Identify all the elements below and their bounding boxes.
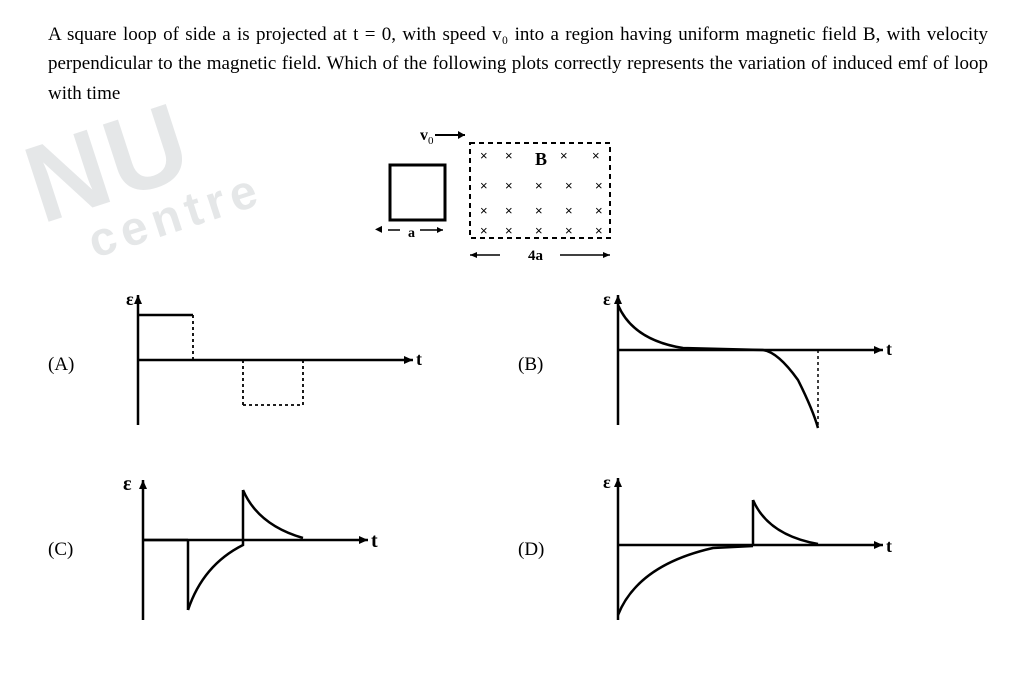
svg-text:t: t — [886, 536, 892, 556]
svg-text:a: a — [408, 226, 415, 241]
question-text: A square loop of side a is projected at … — [48, 20, 988, 108]
svg-text:×: × — [505, 203, 513, 218]
svg-text:×: × — [535, 203, 543, 218]
svg-text:×: × — [565, 223, 573, 238]
plot-b: ε t — [563, 290, 903, 440]
svg-text:×: × — [565, 203, 573, 218]
svg-text:×: × — [480, 203, 488, 218]
svg-text:B: B — [535, 149, 547, 169]
svg-text:t: t — [886, 339, 892, 359]
svg-text:ε: ε — [603, 290, 611, 309]
svg-text:0: 0 — [428, 135, 434, 147]
svg-text:t: t — [416, 349, 422, 369]
svg-text:◂: ◂ — [375, 222, 382, 237]
option-a-label: (A) — [48, 354, 83, 376]
svg-text:×: × — [560, 148, 568, 163]
svg-text:×: × — [480, 148, 488, 163]
svg-text:v: v — [420, 127, 428, 144]
option-d-label: (D) — [518, 539, 553, 561]
svg-text:×: × — [535, 178, 543, 193]
svg-text:ε: ε — [123, 473, 132, 495]
watermark-sub: centre — [81, 162, 269, 270]
option-a: (A) ε t — [48, 290, 518, 440]
svg-text:×: × — [595, 223, 603, 238]
svg-text:×: × — [595, 203, 603, 218]
option-d: (D) ε t — [518, 470, 988, 630]
svg-text:×: × — [480, 223, 488, 238]
setup-diagram: v 0 ◂ a B × × × × × × × × × × × × × × × × × × × 4a — [370, 125, 630, 265]
plot-a: ε t — [93, 290, 433, 440]
plot-c: ε t — [93, 470, 393, 630]
svg-text:ε: ε — [603, 472, 611, 492]
svg-text:t: t — [371, 530, 378, 552]
svg-text:×: × — [505, 178, 513, 193]
svg-text:×: × — [505, 148, 513, 163]
plot-d: ε t — [563, 470, 903, 630]
svg-text:×: × — [592, 148, 600, 163]
svg-text:ε: ε — [126, 290, 134, 309]
option-b: (B) ε t — [518, 290, 988, 440]
svg-text:×: × — [595, 178, 603, 193]
option-c: (C) ε t — [48, 470, 518, 630]
svg-text:×: × — [505, 223, 513, 238]
svg-text:×: × — [565, 178, 573, 193]
options-grid: (A) ε t (B) ε — [48, 290, 988, 660]
svg-text:×: × — [480, 178, 488, 193]
option-b-label: (B) — [518, 354, 553, 376]
svg-text:4a: 4a — [528, 248, 544, 264]
option-c-label: (C) — [48, 539, 83, 561]
svg-text:×: × — [535, 223, 543, 238]
